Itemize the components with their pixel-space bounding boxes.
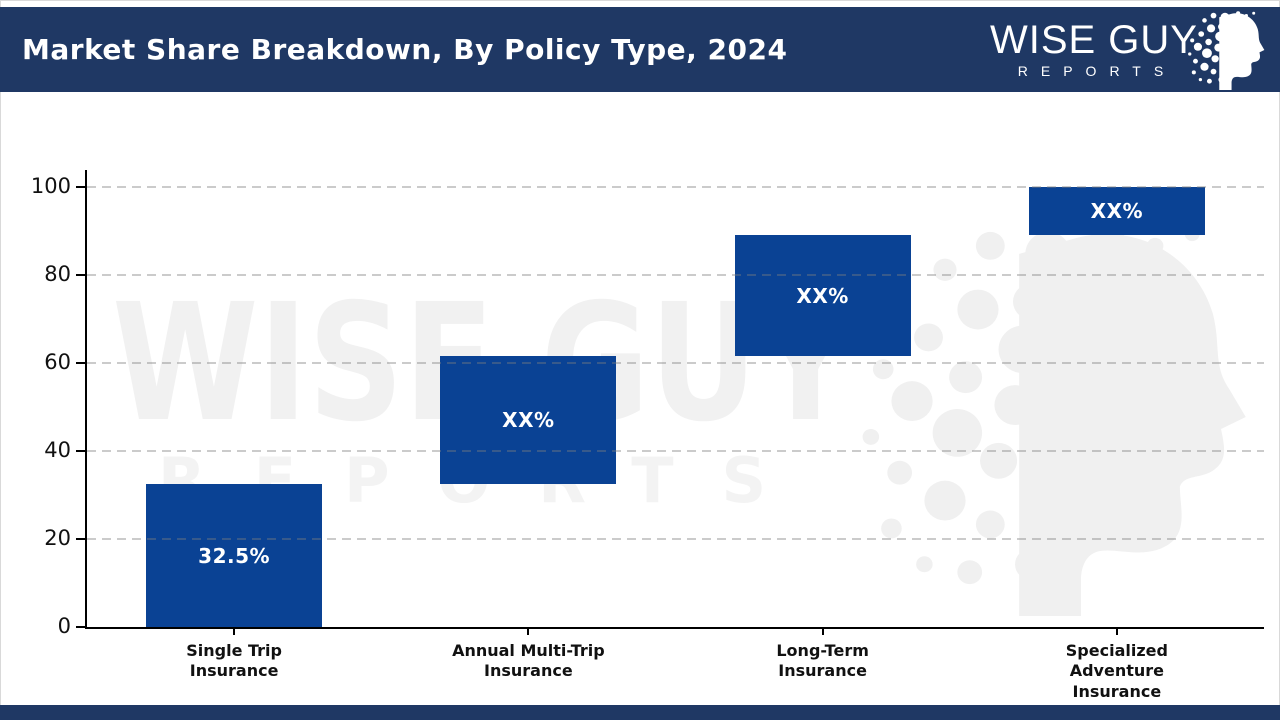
gridline	[87, 537, 1264, 540]
y-tick-label: 20	[44, 525, 71, 550]
bar-value-label: 32.5%	[198, 543, 271, 568]
category-label: Specialized Adventure Insurance	[1065, 641, 1168, 701]
gridline	[87, 273, 1264, 276]
y-axis-tick	[76, 273, 85, 276]
logo-primary-text: WISE GUY	[989, 18, 1198, 62]
y-tick-label: 0	[57, 614, 71, 638]
y-tick-label: 80	[44, 261, 71, 286]
logo-text: WISE GUY REPORTS	[990, 20, 1198, 79]
y-axis-tick	[76, 449, 85, 452]
bar-value-label: XX%	[502, 408, 555, 433]
x-axis-tick	[1115, 627, 1118, 635]
x-axis-tick	[527, 627, 530, 635]
x-axis-tick	[821, 627, 824, 635]
gridline	[87, 361, 1264, 364]
footer-bar	[0, 705, 1280, 720]
y-tick-label: 100	[30, 173, 71, 198]
bar-value-label: XX%	[796, 283, 849, 308]
gridline	[87, 449, 1264, 452]
y-tick-label: 60	[44, 349, 71, 374]
category-label: Long-Term Insurance	[776, 641, 869, 681]
bar-value-label: XX%	[1090, 199, 1144, 224]
category-label: Single Trip Insurance	[186, 641, 282, 681]
wise-guy-logo: WISE GUY REPORTS	[990, 10, 1266, 90]
logo-secondary-text: REPORTS	[1017, 63, 1177, 79]
y-axis-tick	[76, 361, 85, 364]
y-axis-tick	[76, 185, 85, 188]
bar: XX%	[734, 235, 911, 357]
y-tick-label: 40	[44, 437, 71, 462]
bar: 32.5%	[146, 484, 323, 627]
title-bar: Market Share Breakdown, By Policy Type, …	[0, 7, 1280, 92]
category-label: Annual Multi-Trip Insurance	[452, 641, 605, 681]
page-title: Market Share Breakdown, By Policy Type, …	[22, 33, 788, 66]
y-axis-tick	[76, 537, 85, 540]
x-axis-tick	[233, 627, 236, 635]
y-axis-tick	[76, 626, 85, 628]
gridline	[87, 185, 1264, 188]
bar: XX%	[440, 356, 617, 484]
plot-area: 0 20 40 60 80 100 32.5% Single Trip Insurance XX%…	[31, 170, 1264, 701]
bar: XX%	[1028, 187, 1205, 236]
